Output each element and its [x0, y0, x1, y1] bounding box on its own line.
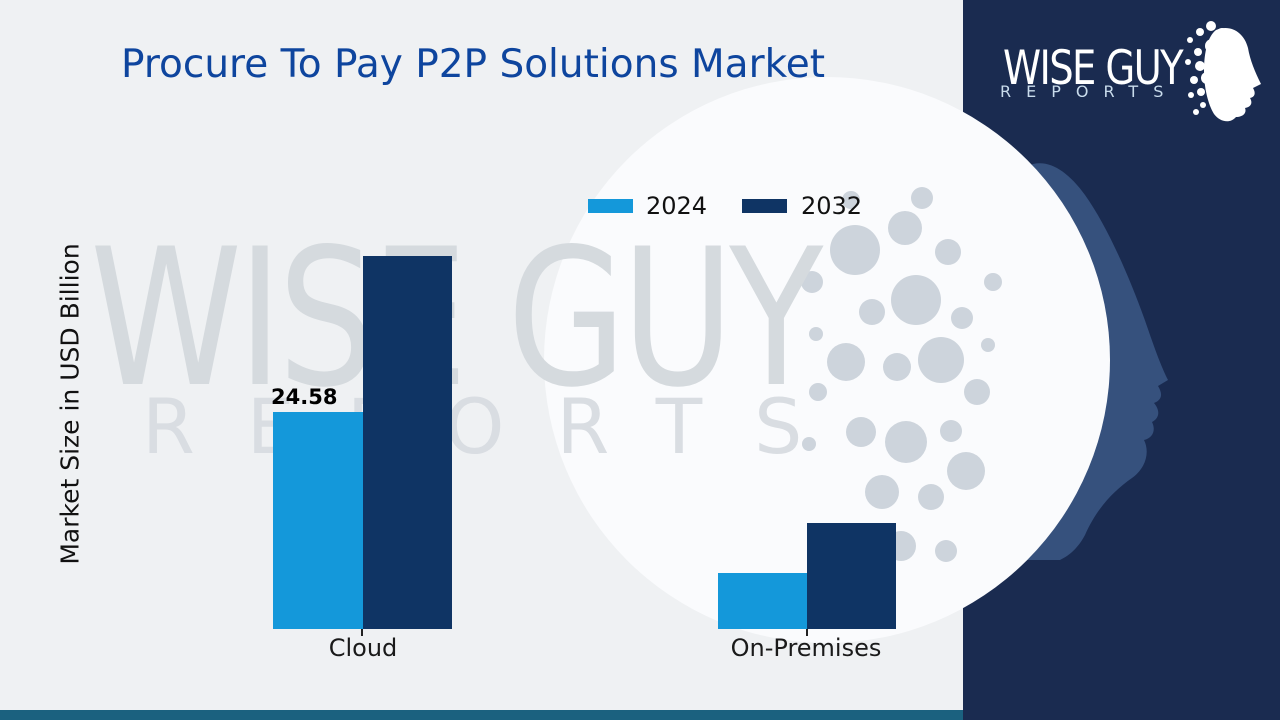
bottom-accent-strip: [0, 710, 963, 720]
category-label-onpremises: On-Premises: [730, 634, 882, 662]
legend-label-2024: 2024: [646, 192, 708, 220]
watermark-brand-text: WISE GUY: [90, 208, 823, 429]
x-axis-tick-cloud: [361, 629, 363, 636]
brand-logo-text: WISE GUY: [1003, 41, 1184, 96]
bar-value-label: 24.58: [271, 385, 338, 409]
legend-swatch-2024: [588, 199, 633, 213]
watermark-reports-text: REPORTS: [142, 382, 855, 471]
bar-onpremises-2024: [718, 573, 808, 629]
legend-label-2032: 2032: [801, 192, 863, 220]
legend-swatch-2032: [742, 199, 787, 213]
bar-cloud-2032: [363, 256, 452, 629]
category-label-cloud: Cloud: [328, 634, 398, 662]
x-axis-tick-onpremises: [806, 629, 808, 636]
bar-cloud-2024: [273, 412, 363, 629]
y-axis-label: Market Size in USD Billion: [55, 243, 85, 565]
page-title: Procure To Pay P2P Solutions Market: [121, 42, 826, 87]
brand-logo-reports-text: REPORTS: [1000, 82, 1179, 101]
bar-onpremises-2032: [807, 523, 896, 629]
